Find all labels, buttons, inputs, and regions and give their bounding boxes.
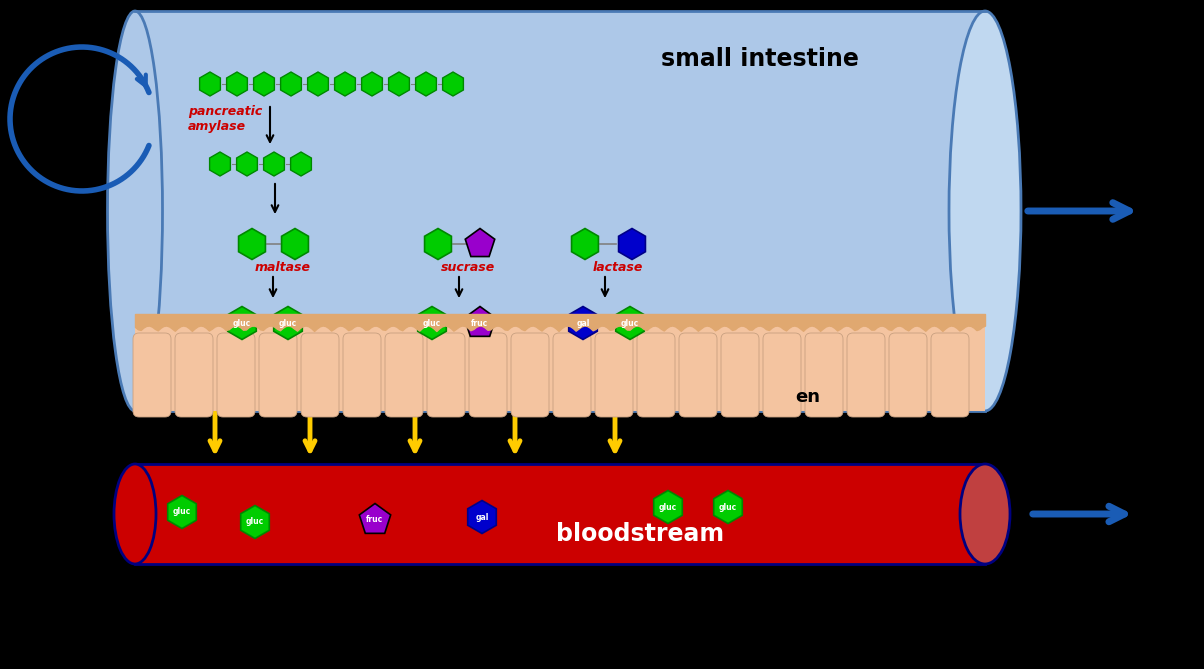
Polygon shape — [254, 72, 275, 96]
FancyBboxPatch shape — [385, 333, 423, 417]
Polygon shape — [307, 72, 329, 96]
Polygon shape — [467, 500, 496, 533]
FancyBboxPatch shape — [637, 333, 675, 417]
Polygon shape — [264, 152, 284, 176]
Polygon shape — [425, 229, 452, 260]
Text: pancreatic
amylase: pancreatic amylase — [188, 105, 262, 133]
FancyBboxPatch shape — [343, 333, 380, 417]
Ellipse shape — [114, 464, 157, 564]
Polygon shape — [241, 506, 270, 539]
Polygon shape — [361, 72, 383, 96]
Polygon shape — [238, 229, 265, 260]
Polygon shape — [237, 152, 258, 176]
Text: gluc: gluc — [246, 518, 264, 527]
Text: bloodstream: bloodstream — [556, 522, 724, 546]
FancyBboxPatch shape — [679, 333, 718, 417]
Text: gluc: gluc — [719, 502, 737, 512]
FancyBboxPatch shape — [763, 333, 801, 417]
Polygon shape — [273, 306, 302, 339]
Polygon shape — [619, 229, 645, 260]
Text: fruc: fruc — [472, 318, 489, 328]
FancyBboxPatch shape — [931, 333, 969, 417]
FancyBboxPatch shape — [301, 333, 340, 417]
FancyBboxPatch shape — [889, 333, 927, 417]
FancyBboxPatch shape — [846, 333, 885, 417]
Text: lactase: lactase — [592, 260, 643, 274]
Text: fruc: fruc — [366, 516, 384, 524]
Polygon shape — [568, 306, 597, 339]
Polygon shape — [281, 72, 301, 96]
Polygon shape — [389, 72, 409, 96]
Text: sucrase: sucrase — [441, 260, 495, 274]
Text: gluc: gluc — [423, 318, 441, 328]
Text: gluc: gluc — [659, 502, 677, 512]
Ellipse shape — [107, 11, 163, 411]
FancyBboxPatch shape — [553, 333, 591, 417]
FancyBboxPatch shape — [427, 333, 465, 417]
Polygon shape — [359, 504, 390, 533]
Polygon shape — [290, 152, 312, 176]
Polygon shape — [465, 306, 496, 337]
Bar — [135, 464, 985, 564]
FancyBboxPatch shape — [595, 333, 633, 417]
FancyBboxPatch shape — [132, 333, 171, 417]
Polygon shape — [228, 306, 256, 339]
FancyBboxPatch shape — [217, 333, 255, 417]
Polygon shape — [335, 72, 355, 96]
Text: gal: gal — [577, 318, 590, 328]
Polygon shape — [226, 72, 247, 96]
Polygon shape — [465, 229, 495, 256]
Polygon shape — [572, 229, 598, 260]
Polygon shape — [443, 72, 464, 96]
Text: maltase: maltase — [255, 260, 311, 274]
Text: gluc: gluc — [621, 318, 639, 328]
Polygon shape — [209, 152, 230, 176]
FancyBboxPatch shape — [805, 333, 843, 417]
Polygon shape — [418, 306, 447, 339]
Text: gluc: gluc — [279, 318, 297, 328]
FancyBboxPatch shape — [470, 333, 507, 417]
FancyBboxPatch shape — [510, 333, 549, 417]
Text: gluc: gluc — [173, 508, 191, 516]
Polygon shape — [167, 496, 196, 529]
Polygon shape — [415, 72, 436, 96]
Text: gluc: gluc — [232, 318, 252, 328]
FancyBboxPatch shape — [721, 333, 759, 417]
Text: small intestine: small intestine — [661, 47, 858, 71]
Bar — [135, 11, 985, 411]
FancyBboxPatch shape — [259, 333, 297, 417]
Text: en: en — [795, 388, 820, 406]
Polygon shape — [714, 490, 743, 524]
Bar — [135, 316, 985, 411]
Polygon shape — [282, 229, 308, 260]
Polygon shape — [615, 306, 644, 339]
Text: gal: gal — [476, 512, 489, 522]
Ellipse shape — [949, 11, 1021, 411]
Ellipse shape — [960, 464, 1010, 564]
Polygon shape — [654, 490, 683, 524]
Polygon shape — [200, 72, 220, 96]
FancyBboxPatch shape — [175, 333, 213, 417]
